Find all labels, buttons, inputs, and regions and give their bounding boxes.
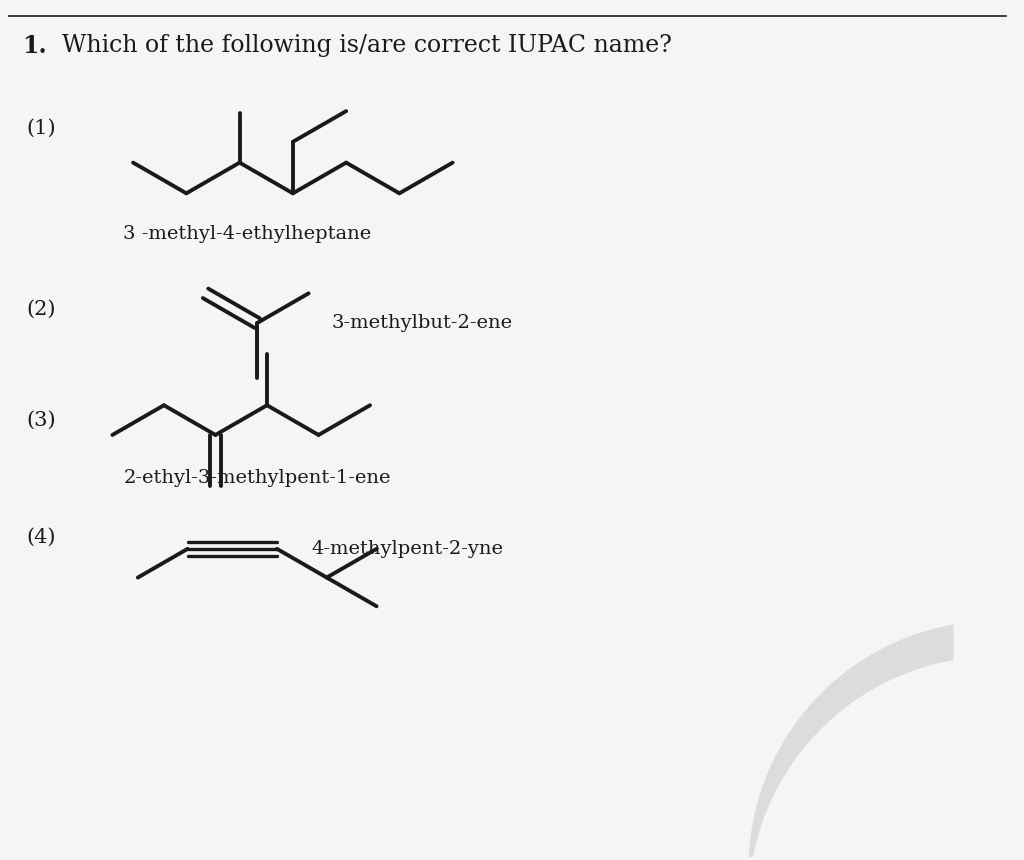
Text: 3 -methyl-4-ethylheptane: 3 -methyl-4-ethylheptane bbox=[123, 225, 372, 243]
Text: (1): (1) bbox=[26, 119, 55, 138]
Text: 1.: 1. bbox=[23, 34, 47, 58]
Text: (4): (4) bbox=[26, 527, 55, 546]
Text: (2): (2) bbox=[26, 299, 55, 319]
Text: 4-methylpent-2-yne: 4-methylpent-2-yne bbox=[311, 540, 504, 558]
Text: (3): (3) bbox=[26, 410, 55, 430]
Text: 3-methylbut-2-ene: 3-methylbut-2-ene bbox=[332, 314, 513, 332]
Text: 2-ethyl-3-methylpent-1-ene: 2-ethyl-3-methylpent-1-ene bbox=[123, 469, 391, 487]
Text: Which of the following is/are correct IUPAC name?: Which of the following is/are correct IU… bbox=[61, 34, 672, 57]
